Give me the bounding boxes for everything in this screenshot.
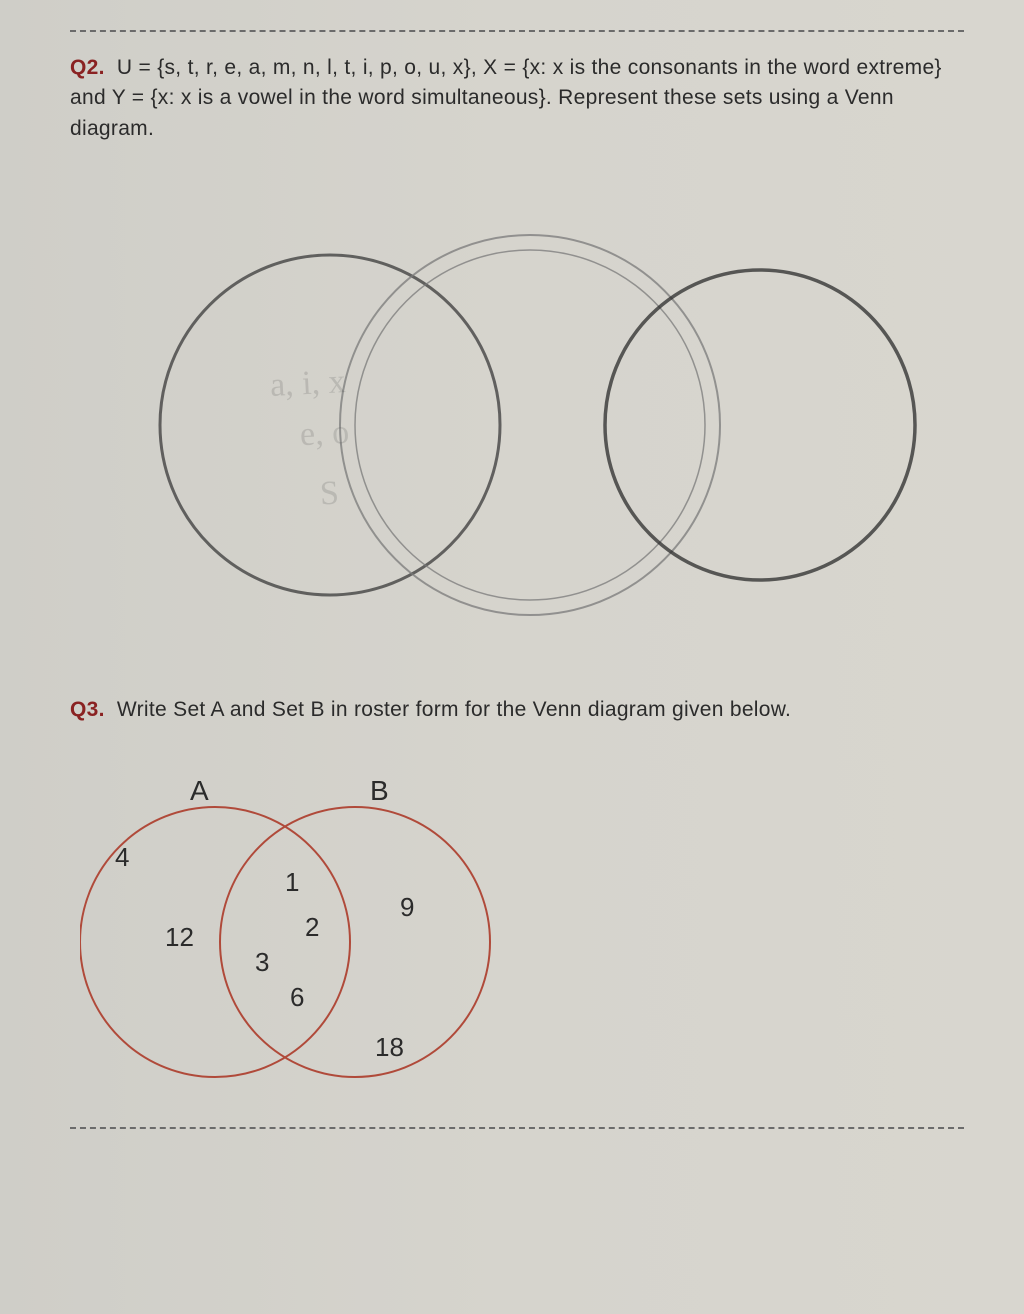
venn-number-intersection: 2 [305, 912, 319, 943]
venn-number-intersection: 6 [290, 982, 304, 1013]
q3-label: Q3. [70, 698, 105, 721]
venn-number-only-b: 9 [400, 892, 414, 923]
q2-sketch-svg [70, 165, 970, 665]
venn-number-intersection: 1 [285, 867, 299, 898]
top-rule [70, 30, 964, 32]
venn-number-intersection: 3 [255, 947, 269, 978]
sketch-circle [355, 250, 705, 600]
pencil-label: e, o [299, 414, 350, 455]
q2-text-line: Q2. U = {s, t, r, e, a, m, n, l, t, i, p… [70, 53, 964, 144]
q3-text: Write Set A and Set B in roster form for… [117, 698, 791, 721]
venn-number-only-a: 12 [165, 922, 194, 953]
question-3: Q3. Write Set A and Set B in roster form… [70, 695, 964, 1106]
sketch-circle [605, 270, 915, 580]
venn-number-only-b: 18 [375, 1032, 404, 1063]
venn-number-only-a: 4 [115, 842, 129, 873]
worksheet-page: Q2. U = {s, t, r, e, a, m, n, l, t, i, p… [0, 0, 1024, 1314]
q3-text-line: Q3. Write Set A and Set B in roster form… [70, 695, 964, 725]
q3-venn-numbers: 4 12 12 36 9 18 [80, 747, 500, 1107]
sketch-circle [340, 235, 720, 615]
q2-label: Q2. [70, 56, 105, 79]
q2-sketch: a, i, x e, o S [70, 165, 970, 665]
pencil-label: a, i, x [269, 363, 346, 405]
question-2: Q2. U = {s, t, r, e, a, m, n, l, t, i, p… [70, 53, 964, 144]
q2-text: U = {s, t, r, e, a, m, n, l, t, i, p, o,… [70, 56, 942, 140]
bottom-rule [70, 1127, 964, 1129]
q3-venn-diagram: A B 4121236918 [80, 747, 500, 1107]
pencil-label: S [319, 475, 340, 514]
